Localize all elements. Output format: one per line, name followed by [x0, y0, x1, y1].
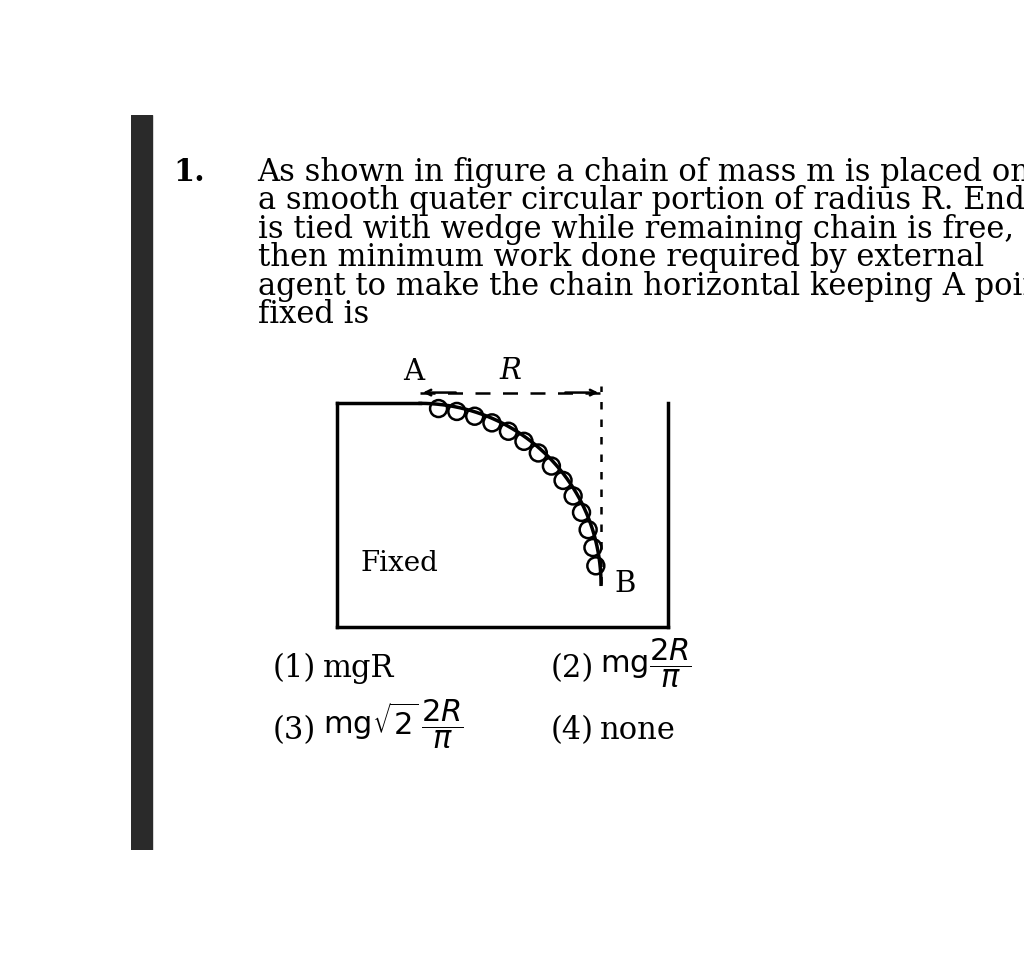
- Text: $\mathrm{mg}\sqrt{2}\,\dfrac{2R}{\pi}$: $\mathrm{mg}\sqrt{2}\,\dfrac{2R}{\pi}$: [323, 698, 464, 752]
- Bar: [130, 115, 153, 850]
- Text: (3): (3): [273, 715, 316, 746]
- Text: (2): (2): [550, 653, 594, 685]
- Text: As shown in figure a chain of mass m is placed on: As shown in figure a chain of mass m is …: [258, 157, 1024, 188]
- Text: Fixed: Fixed: [360, 549, 438, 577]
- Text: a smooth quater circular portion of radius R. End A: a smooth quater circular portion of radi…: [258, 185, 1024, 217]
- Text: then minimum work done required by external: then minimum work done required by exter…: [258, 243, 984, 273]
- Text: fixed is: fixed is: [258, 300, 369, 330]
- Text: $\mathrm{mg}\dfrac{2R}{\pi}$: $\mathrm{mg}\dfrac{2R}{\pi}$: [600, 636, 692, 690]
- Text: none: none: [600, 715, 676, 746]
- Text: agent to make the chain horizontal keeping A point: agent to make the chain horizontal keepi…: [258, 271, 1024, 302]
- Text: 1.: 1.: [173, 157, 205, 188]
- Text: B: B: [614, 570, 636, 598]
- Text: R: R: [500, 357, 521, 385]
- Text: is tied with wedge while remaining chain is free,: is tied with wedge while remaining chain…: [258, 214, 1014, 244]
- Text: A: A: [403, 358, 425, 387]
- Text: (4): (4): [550, 715, 593, 746]
- Text: mgR: mgR: [323, 653, 394, 685]
- Text: (1): (1): [273, 653, 316, 685]
